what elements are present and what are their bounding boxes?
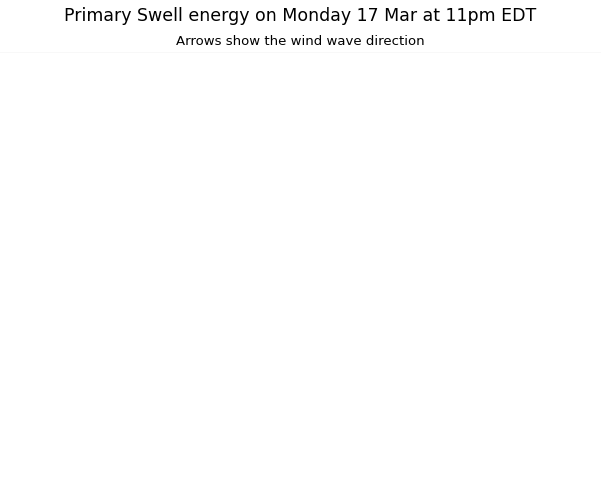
Text: cartopy required: cartopy required (243, 263, 358, 277)
Text: Primary Swell energy on Monday 17 Mar at 11pm EDT: Primary Swell energy on Monday 17 Mar at… (64, 7, 537, 25)
Text: Arrows show the wind wave direction: Arrows show the wind wave direction (176, 35, 425, 48)
